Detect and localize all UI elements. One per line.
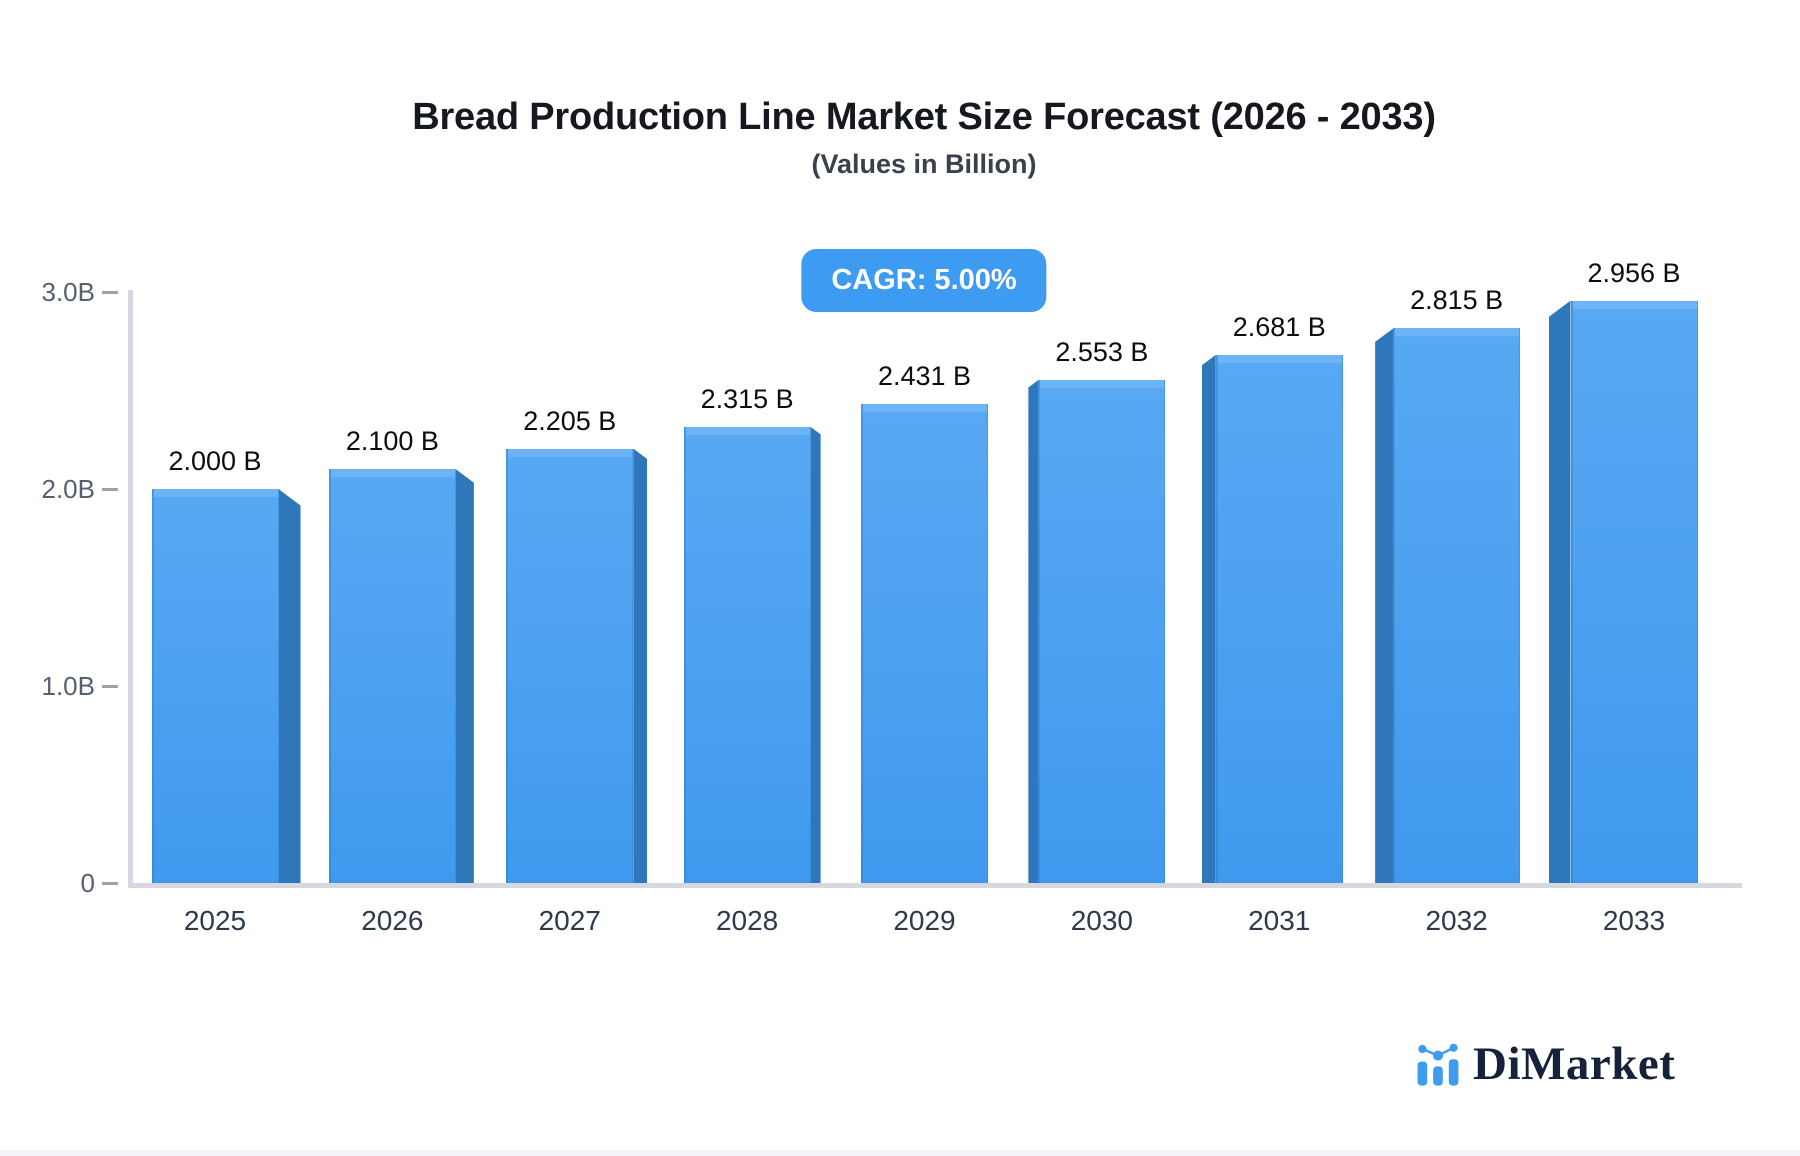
bar-top-face-2031: [1217, 354, 1342, 363]
y-axis-label-2.0B: 2.0B: [41, 474, 96, 504]
bar-value-label-2031: 2.681 B: [1232, 311, 1326, 342]
bar-side-face-2026: [455, 469, 474, 885]
bar-top-face-2030: [1040, 380, 1165, 389]
bar-2026: [328, 469, 456, 885]
chart-title: Bread Production Line Market Size Foreca…: [412, 96, 1436, 138]
bar-2027: [506, 448, 634, 885]
bar-top-face-2029: [863, 404, 987, 413]
bar-side-face-2028: [810, 426, 821, 885]
bar-value-label-2030: 2.553 B: [1055, 337, 1149, 368]
y-axis-line: [128, 290, 133, 888]
bar-2032: [1393, 328, 1521, 885]
bar-2030: [1038, 380, 1166, 885]
y-axis-tick-3.0B: [102, 290, 118, 294]
bar-top-face-2026: [330, 469, 455, 478]
x-axis-label-2030: 2030: [1070, 905, 1134, 936]
bar-value-label-2033: 2.956 B: [1587, 257, 1681, 288]
bar-side-face-2025: [278, 489, 301, 885]
x-axis-label-2027: 2027: [538, 905, 601, 936]
bar-2028: [683, 426, 811, 885]
bar-side-face-2027: [633, 448, 648, 885]
x-axis-label-2031: 2031: [1248, 905, 1311, 936]
x-axis-label-2028: 2028: [715, 905, 779, 936]
y-axis-label-3.0B: 3.0B: [41, 277, 96, 307]
bar-value-label-2025: 2.000 B: [168, 446, 262, 476]
x-axis-label-2025: 2025: [183, 905, 247, 936]
y-axis-tick-2.0B: [102, 487, 118, 491]
bar-top-face-2033: [1572, 300, 1697, 309]
x-axis-label-2032: 2032: [1425, 905, 1488, 936]
cagr-badge: CAGR: 5.00%: [801, 249, 1047, 312]
bar-side-face-2030: [1028, 380, 1039, 885]
x-axis-label-2033: 2033: [1602, 905, 1666, 936]
bar-2031: [1215, 354, 1343, 885]
y-axis-label-0: 0: [80, 868, 95, 898]
x-axis-label-2026: 2026: [361, 905, 424, 936]
bar-value-label-2027: 2.205 B: [523, 405, 617, 436]
bar-chart-line-icon: [1417, 1043, 1459, 1086]
y-axis-tick-0: [102, 881, 118, 885]
bar-2029: [861, 404, 988, 885]
bar-2025: [151, 489, 279, 885]
bar-value-label-2029: 2.431 B: [877, 361, 972, 392]
y-axis-label-1.0B: 1.0B: [41, 671, 96, 701]
bar-top-face-2025: [153, 489, 278, 497]
bar-2033: [1570, 300, 1698, 885]
y-axis-tick-1.0B: [102, 684, 118, 688]
bar-value-label-2028: 2.315 B: [700, 383, 794, 414]
x-axis-label-2029: 2029: [893, 905, 956, 936]
dimarket-logo: DiMarket: [1414, 1040, 1675, 1088]
bar-top-face-2028: [685, 426, 810, 435]
bar-side-face-2031: [1201, 354, 1216, 885]
bar-top-face-2032: [1395, 328, 1520, 337]
bar-side-face-2032: [1375, 328, 1394, 885]
chart-subtitle: (Values in Billion): [811, 149, 1037, 179]
bar-side-face-2033: [1548, 300, 1571, 885]
x-axis-line: [128, 883, 1742, 888]
dimarket-logo-text: DiMarket: [1473, 1037, 1676, 1090]
bar-top-face-2027: [508, 448, 633, 457]
footer-strip: [0, 1150, 1800, 1156]
bar-value-label-2026: 2.100 B: [345, 426, 439, 457]
bar-value-label-2032: 2.815 B: [1410, 285, 1504, 316]
